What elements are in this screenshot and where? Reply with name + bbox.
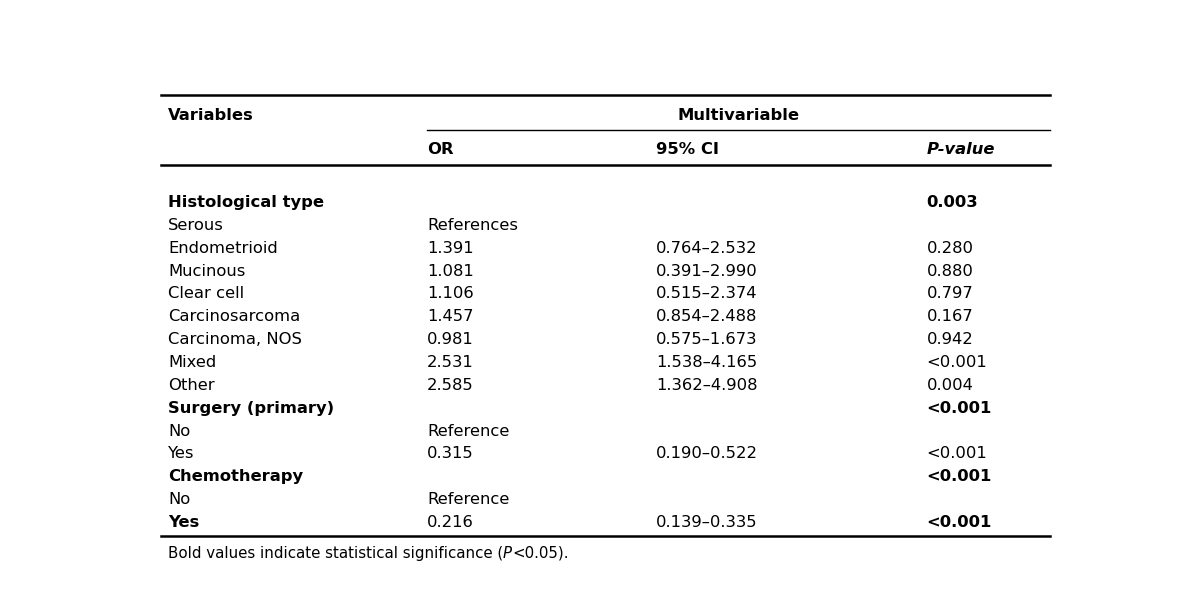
Text: Surgery (primary): Surgery (primary) [168,401,335,416]
Text: Carcinosarcoma: Carcinosarcoma [168,309,300,324]
Text: 0.167: 0.167 [927,309,973,324]
Text: Serous: Serous [168,218,223,233]
Text: No: No [168,492,190,507]
Text: 0.139–0.335: 0.139–0.335 [656,515,758,530]
Text: P-value: P-value [927,142,995,157]
Text: <0.001: <0.001 [927,469,992,484]
Text: 0.515–2.374: 0.515–2.374 [656,286,758,302]
Text: Clear cell: Clear cell [168,286,243,302]
Text: 0.280: 0.280 [927,241,974,256]
Text: 0.942: 0.942 [927,332,973,347]
Text: OR: OR [427,142,454,157]
Text: 1.457: 1.457 [427,309,474,324]
Text: Reference: Reference [427,424,509,439]
Text: 1.391: 1.391 [427,241,474,256]
Text: Mucinous: Mucinous [168,264,246,278]
Text: Chemotherapy: Chemotherapy [168,469,303,484]
Text: <0.001: <0.001 [927,515,992,530]
Text: <0.001: <0.001 [927,447,987,461]
Text: Other: Other [168,378,214,393]
Text: 1.081: 1.081 [427,264,474,278]
Text: Mixed: Mixed [168,355,216,370]
Text: Bold values indicate statistical significance (: Bold values indicate statistical signifi… [168,546,504,561]
Text: Yes: Yes [168,515,199,530]
Text: References: References [427,218,518,233]
Text: 0.797: 0.797 [927,286,973,302]
Text: 1.106: 1.106 [427,286,474,302]
Text: <0.001: <0.001 [927,355,987,370]
Text: 0.004: 0.004 [927,378,973,393]
Text: 0.981: 0.981 [427,332,474,347]
Text: 1.362–4.908: 1.362–4.908 [656,378,758,393]
Text: Multivariable: Multivariable [677,108,799,124]
Text: Reference: Reference [427,492,509,507]
Text: Carcinoma, NOS: Carcinoma, NOS [168,332,301,347]
Text: 1.538–4.165: 1.538–4.165 [656,355,758,370]
Text: Variables: Variables [168,108,254,124]
Text: No: No [168,424,190,439]
Text: Yes: Yes [168,447,194,461]
Text: 0.391–2.990: 0.391–2.990 [656,264,758,278]
Text: Endometrioid: Endometrioid [168,241,278,256]
Text: <0.001: <0.001 [927,401,992,416]
Text: 0.764–2.532: 0.764–2.532 [656,241,758,256]
Text: P: P [504,546,512,561]
Text: 0.315: 0.315 [427,447,474,461]
Text: 0.880: 0.880 [927,264,973,278]
Text: <0.05).: <0.05). [512,546,569,561]
Text: 0.190–0.522: 0.190–0.522 [656,447,758,461]
Text: 2.585: 2.585 [427,378,474,393]
Text: 0.854–2.488: 0.854–2.488 [656,309,758,324]
Text: Histological type: Histological type [168,195,324,210]
Text: 95% CI: 95% CI [656,142,719,157]
Text: 0.003: 0.003 [927,195,978,210]
Text: 0.575–1.673: 0.575–1.673 [656,332,758,347]
Text: 0.216: 0.216 [427,515,474,530]
Text: 2.531: 2.531 [427,355,474,370]
